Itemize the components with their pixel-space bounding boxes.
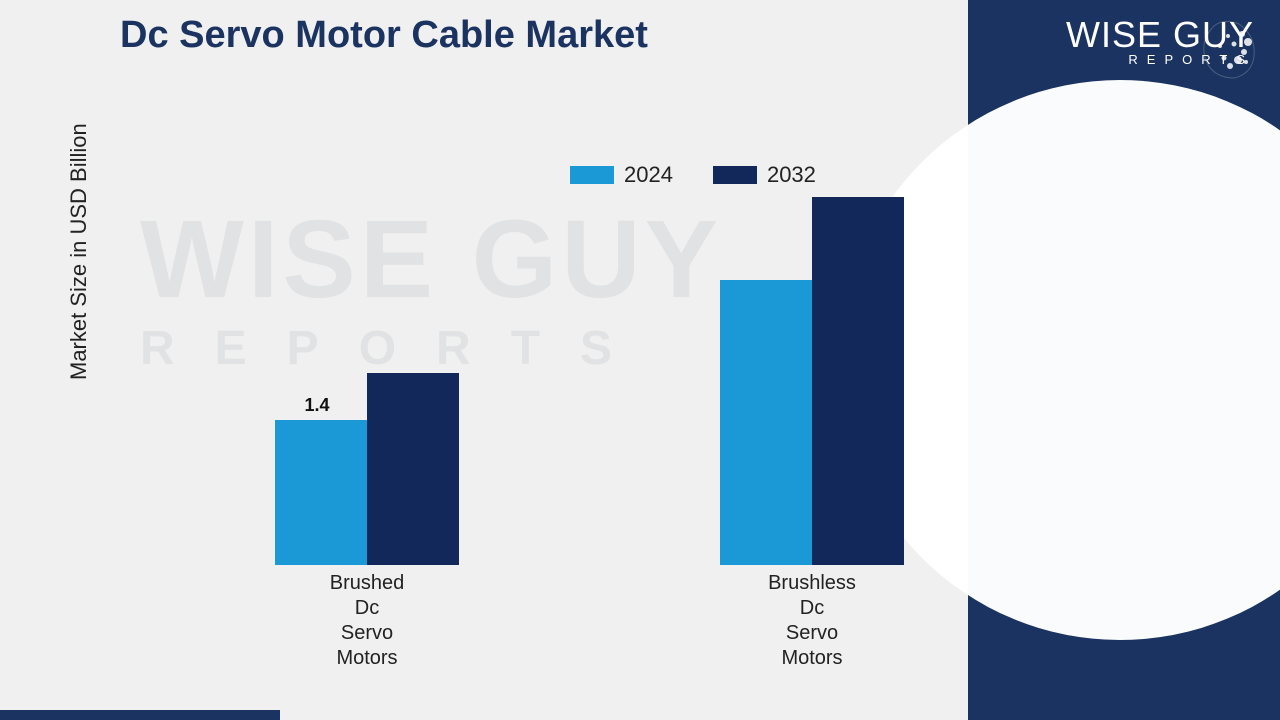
bar-0-2032 [367,373,459,565]
y-axis-label: Market Size in USD Billion [66,123,92,380]
bar-value-label: 1.4 [271,395,363,416]
bar-1-2024 [720,280,812,565]
footer-accent [0,710,280,720]
bar-0-2024 [275,420,367,565]
plot-area: 1.4 [100,150,920,565]
category-label: BrushedDcServoMotors [277,571,457,671]
bar-1-2032 [812,197,904,565]
category-label: BrushlessDcServoMotors [722,571,902,671]
brand-head-icon [1194,16,1264,86]
chart-canvas: WISE GUY REPORTS WISE GUY REPORTS Dc Ser… [0,0,1280,720]
chart-title: Dc Servo Motor Cable Market [120,14,648,57]
brand-logo: WISE GUY REPORTS [1066,14,1254,67]
